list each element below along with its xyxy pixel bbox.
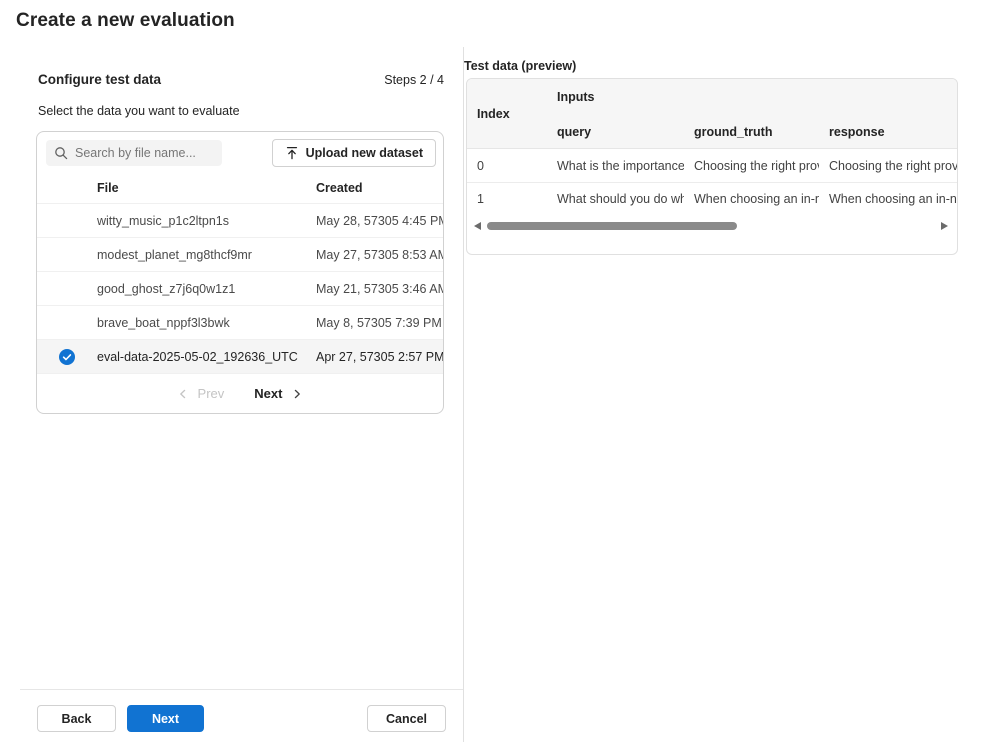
step-counter: Steps 2 / 4 bbox=[384, 73, 444, 87]
next-page-button[interactable]: Next bbox=[254, 386, 303, 401]
file-name: eval-data-2025-05-02_192636_UTC bbox=[97, 349, 298, 364]
file-created: May 21, 57305 3:46 AM bbox=[316, 281, 443, 296]
file-created: May 27, 57305 8:53 AM bbox=[316, 247, 443, 262]
chevron-right-icon bbox=[291, 388, 303, 400]
file-list-header: File Created bbox=[37, 173, 443, 203]
step-header: Configure test data Steps 2 / 4 bbox=[38, 72, 444, 87]
search-icon bbox=[54, 146, 68, 160]
test-data-preview-table: Index Inputs query ground_truth response… bbox=[466, 78, 958, 255]
file-name: witty_music_p1c2ltpn1s bbox=[97, 213, 230, 228]
preview-header-index: Index bbox=[477, 107, 510, 121]
preview-title: Test data (preview) bbox=[464, 59, 577, 73]
selected-check-icon bbox=[59, 348, 75, 365]
preview-cell-ground-truth: Choosing the right provider bbox=[694, 158, 819, 173]
preview-header-ground-truth: ground_truth bbox=[694, 124, 773, 139]
file-name: modest_planet_mg8thcf9mr bbox=[97, 247, 252, 262]
pagination: Prev Next bbox=[37, 373, 443, 413]
horizontal-scrollbar[interactable] bbox=[467, 218, 957, 234]
prev-page-button[interactable]: Prev bbox=[177, 386, 225, 401]
file-row[interactable]: modest_planet_mg8thcf9mr May 27, 57305 8… bbox=[37, 237, 443, 271]
column-header-file: File bbox=[97, 181, 119, 195]
file-created: Apr 27, 57305 2:57 PM bbox=[316, 349, 443, 364]
upload-icon bbox=[285, 146, 299, 160]
footer-divider bbox=[20, 689, 463, 690]
preview-header-response: response bbox=[829, 124, 885, 139]
preview-cell-response: Choosing the right provider bbox=[829, 158, 958, 173]
scroll-right-arrow-icon[interactable] bbox=[941, 222, 948, 230]
preview-cell-query: What should you do when bbox=[557, 192, 684, 206]
scrollbar-thumb[interactable] bbox=[487, 222, 737, 230]
search-box[interactable] bbox=[46, 140, 222, 166]
prev-label: Prev bbox=[197, 386, 225, 401]
search-input[interactable] bbox=[75, 146, 214, 160]
preview-header-inputs-group: Inputs bbox=[557, 89, 595, 104]
preview-cell-index: 1 bbox=[477, 192, 484, 206]
next-label: Next bbox=[254, 386, 283, 401]
back-button[interactable]: Back bbox=[37, 705, 116, 732]
step-subtitle: Select the data you want to evaluate bbox=[38, 104, 240, 118]
preview-cell-index: 0 bbox=[477, 158, 484, 173]
panel-divider bbox=[463, 47, 464, 742]
preview-cell-query: What is the importance of bbox=[557, 158, 684, 173]
preview-table-header: Index Inputs query ground_truth response bbox=[467, 79, 957, 149]
step-heading: Configure test data bbox=[38, 72, 162, 87]
scroll-left-arrow-icon[interactable] bbox=[474, 222, 481, 230]
file-row[interactable]: brave_boat_nppf3l3bwk May 8, 57305 7:39 … bbox=[37, 305, 443, 339]
file-name: good_ghost_z7j6q0w1z1 bbox=[97, 281, 236, 296]
preview-cell-response: When choosing an in-network bbox=[829, 192, 957, 206]
upload-button-label: Upload new dataset bbox=[305, 146, 423, 160]
chevron-left-icon bbox=[177, 388, 189, 400]
next-button[interactable]: Next bbox=[127, 705, 204, 732]
upload-new-dataset-button[interactable]: Upload new dataset bbox=[271, 139, 436, 167]
file-row[interactable]: good_ghost_z7j6q0w1z1 May 21, 57305 3:46… bbox=[37, 271, 443, 305]
cancel-button[interactable]: Cancel bbox=[367, 705, 446, 732]
file-created: May 8, 57305 7:39 PM bbox=[316, 315, 442, 330]
preview-row: 0 What is the importance of Choosing the… bbox=[467, 149, 957, 182]
page-title: Create a new evaluation bbox=[16, 10, 235, 31]
file-name: brave_boat_nppf3l3bwk bbox=[97, 315, 230, 330]
dataset-toolbar: Upload new dataset bbox=[37, 132, 443, 173]
file-created: May 28, 57305 4:45 PM bbox=[316, 213, 443, 228]
preview-cell-ground-truth: When choosing an in-network bbox=[694, 192, 819, 206]
file-row[interactable]: witty_music_p1c2ltpn1s May 28, 57305 4:4… bbox=[37, 203, 443, 237]
preview-row: 1 What should you do when When choosing … bbox=[467, 182, 957, 215]
preview-header-query: query bbox=[557, 124, 592, 139]
dataset-picker-card: Upload new dataset File Created witty_mu… bbox=[36, 131, 444, 414]
column-header-created: Created bbox=[316, 181, 363, 195]
file-row-selected[interactable]: eval-data-2025-05-02_192636_UTC Apr 27, … bbox=[37, 339, 443, 373]
